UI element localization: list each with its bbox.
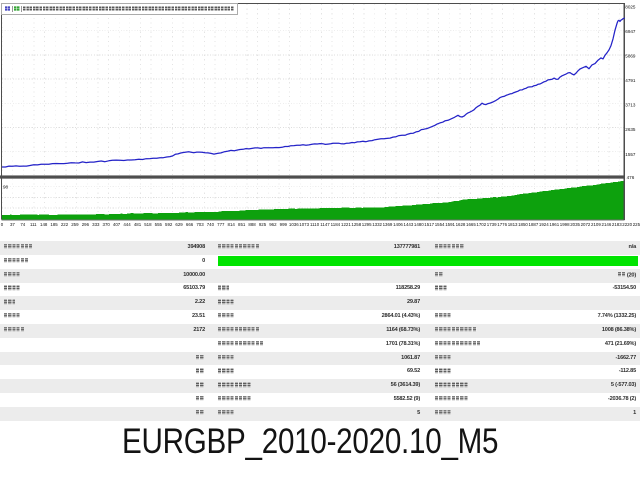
svg-text:1702: 1702: [476, 222, 486, 227]
svg-text:2635: 2635: [625, 127, 636, 132]
svg-text:259: 259: [71, 222, 79, 227]
svg-text:8025: 8025: [625, 4, 636, 9]
svg-text:2109: 2109: [591, 222, 601, 227]
svg-text:1221: 1221: [341, 222, 351, 227]
svg-text:3713: 3713: [625, 103, 636, 108]
svg-text:1665: 1665: [466, 222, 476, 227]
svg-text:2035: 2035: [570, 222, 580, 227]
svg-text:1739: 1739: [487, 222, 497, 227]
svg-text:666: 666: [186, 222, 194, 227]
svg-text:999: 999: [280, 222, 288, 227]
svg-text:703: 703: [196, 222, 204, 227]
svg-text:5869: 5869: [625, 53, 636, 58]
svg-text:111: 111: [30, 222, 37, 227]
svg-text:444: 444: [123, 222, 131, 227]
svg-text:1850: 1850: [518, 222, 528, 227]
svg-text:962: 962: [269, 222, 277, 227]
svg-text:148: 148: [40, 222, 48, 227]
svg-text:1443: 1443: [404, 222, 414, 227]
svg-text:222: 222: [61, 222, 69, 227]
svg-text:2072: 2072: [581, 222, 591, 227]
svg-text:592: 592: [165, 222, 173, 227]
svg-text:1073: 1073: [299, 222, 309, 227]
svg-text:1147: 1147: [320, 222, 330, 227]
svg-text:333: 333: [92, 222, 100, 227]
svg-text:851: 851: [238, 222, 246, 227]
svg-text:777: 777: [217, 222, 225, 227]
svg-text:1295: 1295: [362, 222, 372, 227]
svg-text:740: 740: [207, 222, 215, 227]
svg-text:1258: 1258: [351, 222, 361, 227]
svg-text:1887: 1887: [529, 222, 539, 227]
svg-text:629: 629: [175, 222, 183, 227]
svg-text:1591: 1591: [445, 222, 455, 227]
svg-text:407: 407: [113, 222, 121, 227]
svg-text:518: 518: [144, 222, 152, 227]
svg-text:1332: 1332: [372, 222, 382, 227]
svg-text:2146: 2146: [602, 222, 612, 227]
svg-text:370: 370: [103, 222, 111, 227]
svg-text:6947: 6947: [625, 29, 636, 34]
svg-text:2220: 2220: [622, 222, 632, 227]
svg-text:1813: 1813: [508, 222, 518, 227]
svg-text:1628: 1628: [456, 222, 466, 227]
svg-text:1554: 1554: [435, 222, 445, 227]
svg-text:2183: 2183: [612, 222, 622, 227]
svg-text:296: 296: [82, 222, 90, 227]
svg-text:185: 185: [50, 222, 58, 227]
svg-text:481: 481: [134, 222, 142, 227]
svg-text:814: 814: [228, 222, 236, 227]
svg-text:888: 888: [248, 222, 256, 227]
svg-text:1369: 1369: [383, 222, 393, 227]
svg-text:1036: 1036: [289, 222, 299, 227]
svg-text:1961: 1961: [549, 222, 559, 227]
svg-text:98: 98: [3, 185, 9, 190]
svg-text:0: 0: [1, 222, 4, 227]
svg-text:1776: 1776: [497, 222, 507, 227]
svg-text:4791: 4791: [625, 78, 636, 83]
svg-text:1517: 1517: [424, 222, 434, 227]
svg-text:476: 476: [627, 175, 635, 180]
svg-text:1184: 1184: [331, 222, 341, 227]
svg-text:1557: 1557: [625, 152, 636, 157]
svg-text:1110: 1110: [310, 222, 320, 227]
svg-text:1406: 1406: [393, 222, 403, 227]
svg-text:555: 555: [155, 222, 163, 227]
svg-text:1998: 1998: [560, 222, 570, 227]
svg-text:37: 37: [10, 222, 15, 227]
svg-text:1480: 1480: [414, 222, 424, 227]
svg-text:74: 74: [20, 222, 25, 227]
svg-text:925: 925: [259, 222, 267, 227]
svg-text:2257: 2257: [633, 222, 640, 227]
svg-text:1924: 1924: [539, 222, 549, 227]
